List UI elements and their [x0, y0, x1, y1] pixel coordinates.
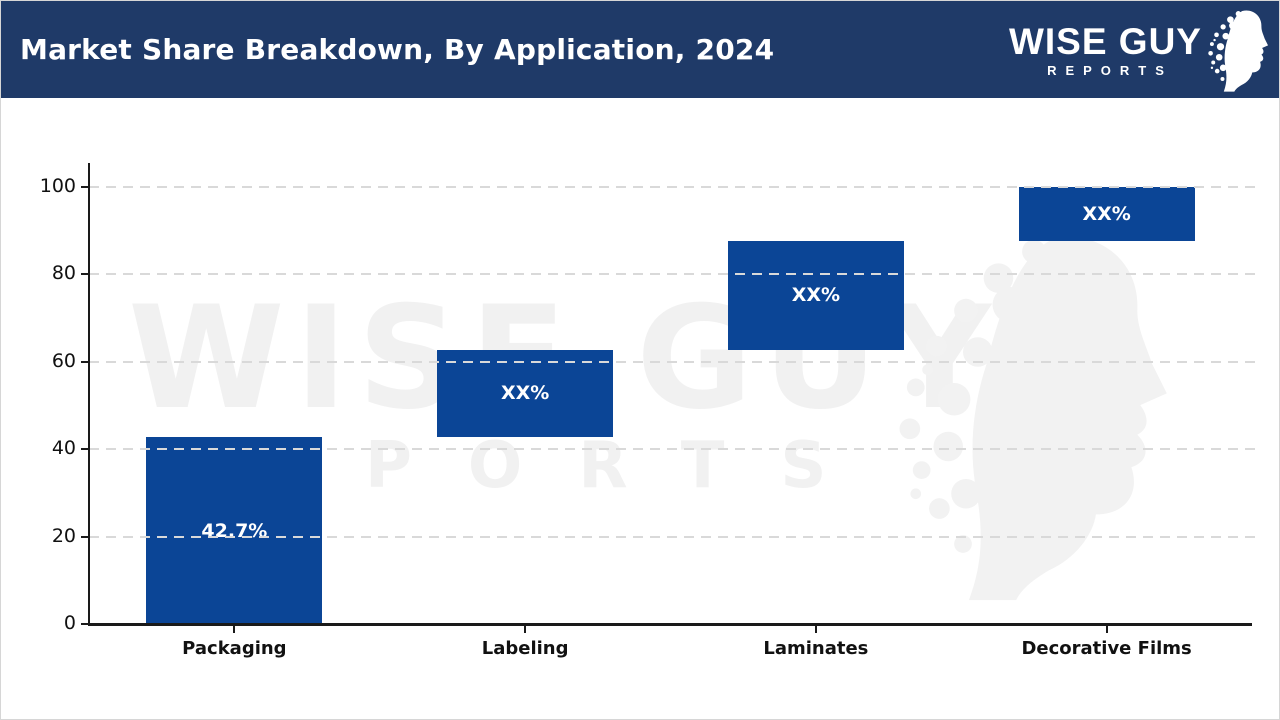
x-tick-mark — [1105, 626, 1108, 633]
y-axis — [88, 163, 90, 625]
y-tick-mark — [81, 273, 88, 276]
logo-wise-guy-label: WISE GUY — [1008, 20, 1202, 62]
x-tick-mark — [233, 626, 236, 633]
y-tick-label: 20 — [51, 524, 76, 547]
y-gridline — [89, 535, 1258, 538]
y-tick-label: 60 — [51, 349, 76, 372]
chart-title: Market Share Breakdown, By Application, … — [20, 32, 775, 66]
y-tick-mark — [81, 360, 88, 363]
logo-face-icon — [1204, 6, 1270, 94]
y-gridline — [89, 448, 1258, 451]
y-gridline — [89, 360, 1258, 363]
header-bar: Market Share Breakdown, By Application, … — [0, 0, 1280, 98]
logo-reports-label: REPORTS — [1047, 62, 1173, 78]
y-tick-mark — [81, 623, 88, 625]
y-gridline — [89, 273, 1258, 276]
x-category-label: Decorative Films — [1021, 638, 1192, 659]
y-tick-label: 100 — [39, 175, 76, 197]
bar-value-label: XX% — [1082, 202, 1131, 225]
bar-decorative-films: XX% — [1018, 187, 1195, 241]
x-tick-mark — [524, 626, 527, 633]
x-category-label: Labeling — [481, 638, 569, 659]
y-tick-label: 80 — [51, 262, 76, 285]
x-category-label: Packaging — [182, 638, 287, 659]
y-tick-mark — [81, 186, 88, 188]
y-tick-mark — [81, 448, 88, 451]
y-tick-mark — [81, 535, 88, 538]
wise-guy-reports-logo: WISE GUY REPORTS — [1009, 4, 1270, 96]
bar-value-label: XX% — [791, 284, 841, 307]
y-gridline — [89, 186, 1258, 188]
x-tick-mark — [814, 626, 817, 633]
x-axis — [88, 623, 1252, 626]
bar-packaging: 42.7% — [146, 437, 323, 624]
bar-labeling: XX% — [437, 349, 614, 438]
bar-value-label: XX% — [500, 382, 550, 405]
y-tick-label: 0 — [63, 612, 76, 634]
x-category-label: Laminates — [763, 638, 869, 659]
y-tick-label: 40 — [51, 437, 76, 460]
bar-value-label: 42.7% — [201, 519, 268, 542]
bar-laminates: XX% — [727, 240, 904, 350]
logo-text: WISE GUY REPORTS — [1009, 23, 1202, 78]
